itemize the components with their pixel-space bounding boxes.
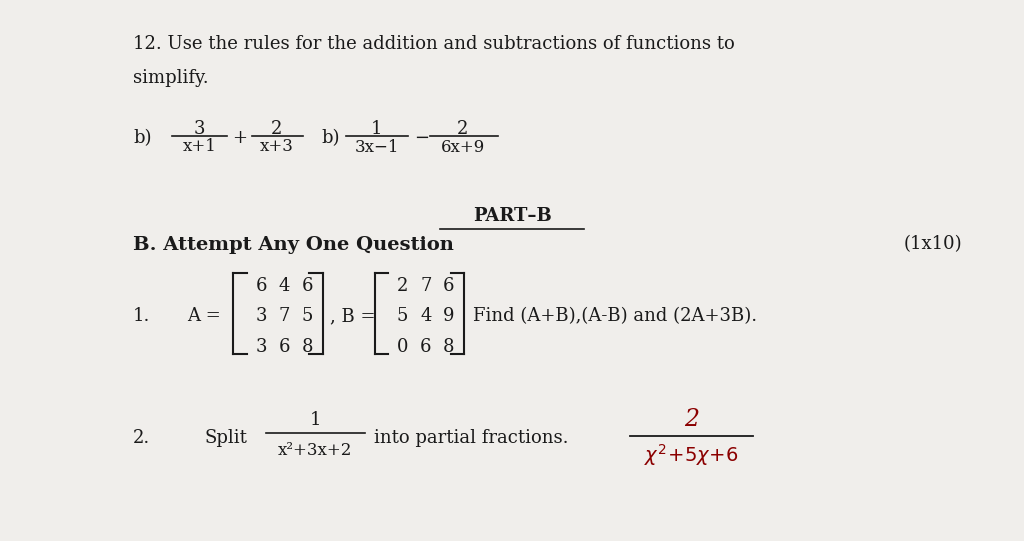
Text: 0: 0 — [396, 338, 409, 357]
Text: 1: 1 — [309, 411, 322, 429]
Text: 2: 2 — [396, 276, 409, 295]
Text: into partial fractions.: into partial fractions. — [374, 429, 568, 447]
Text: simplify.: simplify. — [133, 69, 209, 87]
Text: 3: 3 — [194, 120, 206, 138]
Text: 8: 8 — [442, 338, 455, 357]
Text: 6x+9: 6x+9 — [440, 138, 485, 156]
Text: 1: 1 — [371, 120, 383, 138]
Text: 2: 2 — [684, 408, 698, 431]
Text: b): b) — [322, 129, 340, 147]
Text: Split: Split — [205, 429, 248, 447]
Text: 3: 3 — [255, 338, 267, 357]
Text: 3: 3 — [255, 307, 267, 326]
Text: 7: 7 — [420, 276, 432, 295]
Text: 6: 6 — [420, 338, 432, 357]
Text: B. Attempt Any One Question: B. Attempt Any One Question — [133, 235, 454, 254]
Text: 7: 7 — [279, 307, 291, 326]
Text: 4: 4 — [420, 307, 432, 326]
Text: , B =: , B = — [330, 307, 375, 326]
Text: 9: 9 — [442, 307, 455, 326]
Text: 3x−1: 3x−1 — [354, 138, 399, 156]
Text: PART–B: PART–B — [473, 207, 551, 226]
Text: 6: 6 — [279, 338, 291, 357]
Text: A =: A = — [187, 307, 221, 326]
Text: x+1: x+1 — [182, 137, 217, 155]
Text: 2: 2 — [270, 120, 283, 138]
Text: 2.: 2. — [133, 429, 151, 447]
Text: 4: 4 — [279, 276, 291, 295]
Text: 5: 5 — [396, 307, 409, 326]
Text: +: + — [232, 129, 247, 147]
Text: −: − — [415, 129, 429, 147]
Text: x²+3x+2: x²+3x+2 — [279, 441, 352, 459]
Text: 2: 2 — [457, 120, 469, 138]
Text: 5: 5 — [301, 307, 313, 326]
Text: (1x10): (1x10) — [904, 235, 963, 254]
Text: 6: 6 — [301, 276, 313, 295]
Text: 6: 6 — [442, 276, 455, 295]
Text: $\chi^2\!+\!5\chi\!+\!6$: $\chi^2\!+\!5\chi\!+\!6$ — [644, 443, 738, 469]
Text: 1.: 1. — [133, 307, 151, 326]
Text: Find (A+B),(A-B) and (2A+3B).: Find (A+B),(A-B) and (2A+3B). — [473, 307, 757, 326]
Text: x+3: x+3 — [259, 137, 294, 155]
Text: 12. Use the rules for the addition and subtractions of functions to: 12. Use the rules for the addition and s… — [133, 35, 735, 53]
Text: 8: 8 — [301, 338, 313, 357]
Text: 6: 6 — [255, 276, 267, 295]
Text: b): b) — [133, 129, 152, 147]
